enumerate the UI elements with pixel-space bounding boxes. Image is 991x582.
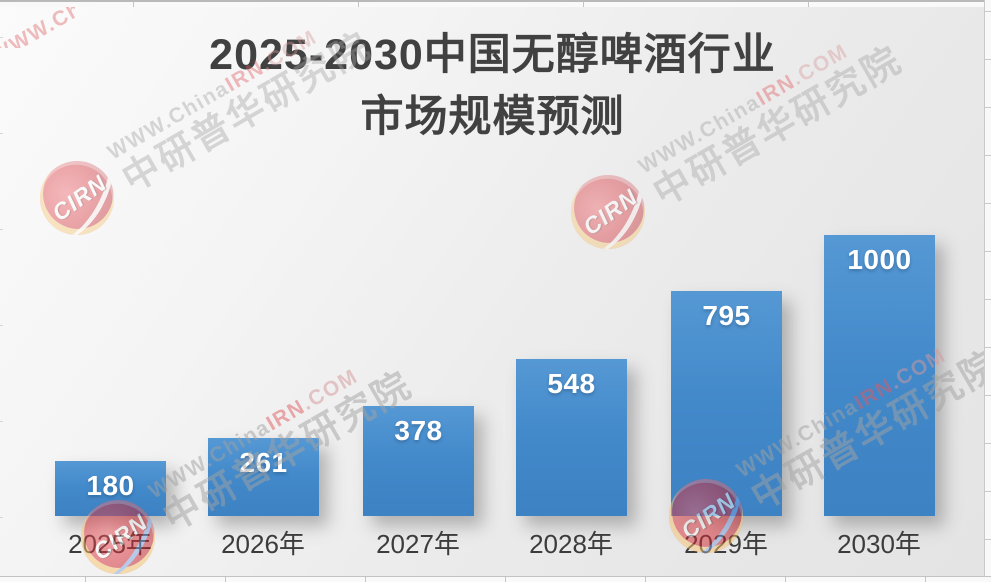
- bar-rect: 548: [516, 359, 627, 516]
- gridline-tick: [985, 299, 991, 300]
- axis-label-2030: 2030年: [794, 524, 964, 561]
- gridline-tick: [0, 37, 3, 38]
- bar-value-label: 261: [208, 447, 319, 479]
- bar-rect: 261: [208, 438, 319, 516]
- spreadsheet-left-sliver: [0, 0, 3, 582]
- gridline-tick: [365, 577, 366, 582]
- gridline-tick: [985, 251, 991, 252]
- gridline-tick: [985, 155, 991, 156]
- gridline-tick: [358, 2, 359, 7]
- bar-rect: 795: [671, 291, 782, 516]
- axis-label-2027: 2027年: [333, 524, 503, 561]
- cirn-logo-label: CIRN: [578, 184, 643, 241]
- bar-value-label: 1000: [824, 244, 935, 276]
- gridline-tick: [0, 517, 3, 518]
- bar-rect: 378: [363, 406, 474, 516]
- axis-label-2029: 2029年: [641, 524, 811, 561]
- bar-2026: 261: [208, 438, 319, 516]
- spreadsheet-top-sliver: [0, 0, 991, 7]
- bar-rect: 1000: [824, 235, 935, 516]
- gridline-tick: [785, 577, 786, 582]
- gridline-tick: [985, 491, 991, 492]
- cirn-logo-swoosh-icon: [557, 161, 658, 262]
- gridline-tick: [985, 203, 991, 204]
- chart-title: 2025-2030中国无醇啤酒行业 市场规模预测: [0, 24, 985, 148]
- gridline-tick: [985, 347, 991, 348]
- gridline-tick: [505, 577, 506, 582]
- bar-2029: 795: [671, 291, 782, 516]
- spreadsheet-right-sliver: [984, 0, 991, 582]
- gridline-tick: [0, 325, 3, 326]
- gridline-tick: [985, 443, 991, 444]
- gridline-tick: [985, 107, 991, 108]
- chart-canvas: 2025-2030中国无醇啤酒行业 市场规模预测 180 261 378 548…: [0, 0, 991, 582]
- gridline-tick: [583, 2, 584, 7]
- bar-value-label: 180: [55, 470, 166, 502]
- spreadsheet-bottom-sliver: [0, 576, 991, 582]
- cirn-logo-icon: CIRN: [557, 161, 658, 262]
- bar-value-label: 378: [363, 415, 474, 447]
- bar-2027: 378: [363, 406, 474, 516]
- gridline-tick: [925, 577, 926, 582]
- bar-2028: 548: [516, 359, 627, 516]
- gridline-tick: [985, 395, 991, 396]
- gridline-tick: [0, 421, 3, 422]
- gridline-tick: [808, 2, 809, 7]
- gridline-tick: [0, 229, 3, 230]
- axis-label-2028: 2028年: [486, 524, 656, 561]
- chart-title-line2: 市场规模预测: [0, 86, 985, 148]
- axis-label-2026: 2026年: [178, 524, 348, 561]
- chart-title-line1: 2025-2030中国无醇啤酒行业: [0, 24, 985, 86]
- axis-label-2025: 2025年: [25, 524, 195, 561]
- gridline-tick: [133, 2, 134, 7]
- gridline-tick: [85, 577, 86, 582]
- gridline-tick: [0, 133, 3, 134]
- bar-2030: 1000: [824, 235, 935, 516]
- bar-2025: 180: [55, 461, 166, 516]
- gridline-tick: [985, 59, 991, 60]
- bar-rect: 180: [55, 461, 166, 516]
- gridline-tick: [645, 577, 646, 582]
- bar-value-label: 548: [516, 368, 627, 400]
- gridline-tick: [985, 539, 991, 540]
- bar-value-label: 795: [671, 300, 782, 332]
- gridline-tick: [985, 11, 991, 12]
- gridline-tick: [225, 577, 226, 582]
- cirn-logo-icon: CIRN: [26, 147, 127, 248]
- cirn-logo-label: CIRN: [47, 170, 112, 227]
- cirn-logo-swoosh-icon: [26, 147, 127, 248]
